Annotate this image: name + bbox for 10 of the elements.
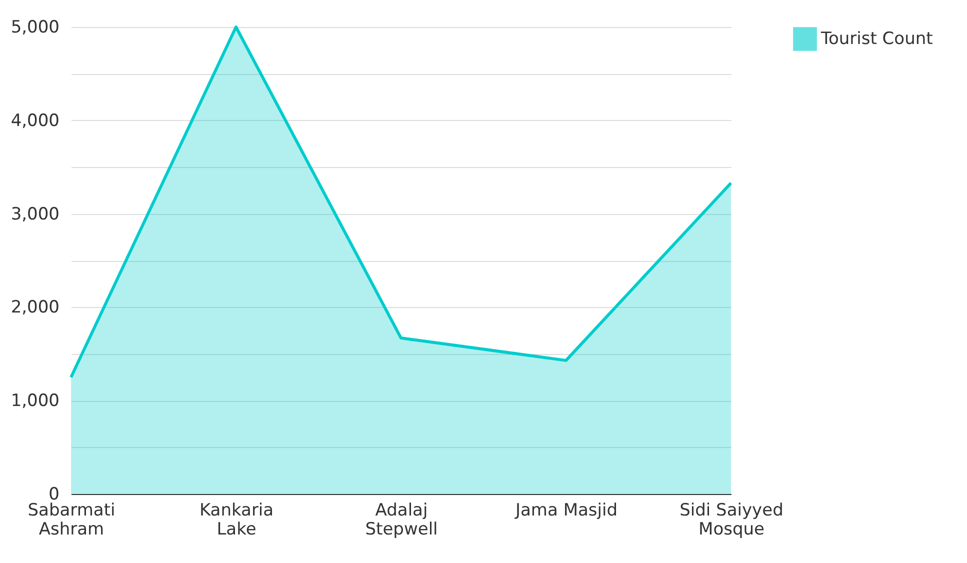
x-tick-label: Jama Masjid	[514, 500, 618, 520]
x-tick-label: Adalaj Stepwell	[365, 500, 438, 540]
y-tick-label: 4,000	[10, 110, 60, 131]
x-tick-label: Kankaria Lake	[199, 500, 274, 540]
y-tick-label: 1,000	[10, 391, 60, 412]
x-tick-label: Sidi Saiyyed Mosque	[680, 500, 784, 540]
y-tick-label: 3,000	[10, 204, 60, 224]
y-tick-label: 5,000	[10, 18, 60, 38]
y-tick-label: 2,000	[10, 298, 60, 318]
legend-label: Tourist Count	[820, 29, 934, 49]
